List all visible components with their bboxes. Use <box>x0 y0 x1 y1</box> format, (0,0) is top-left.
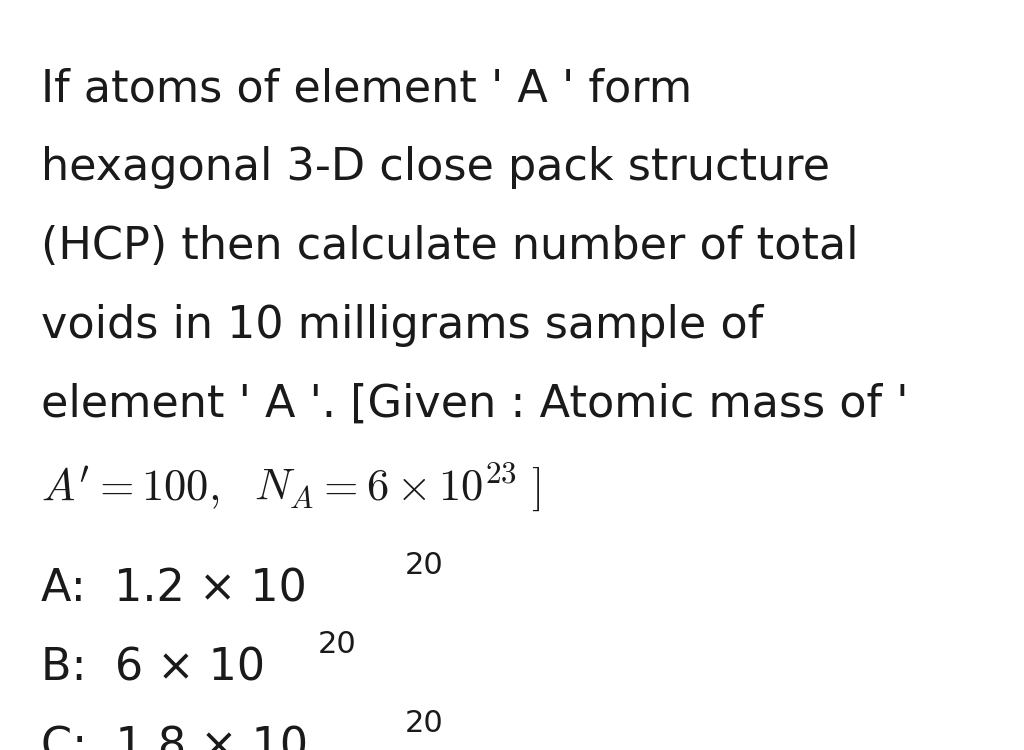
Text: C:  1.8 × 10: C: 1.8 × 10 <box>41 725 308 750</box>
Text: 20: 20 <box>404 551 443 580</box>
Text: If atoms of element ' A ' form: If atoms of element ' A ' form <box>41 68 692 110</box>
Text: element ' A '. [Given : Atomic mass of ': element ' A '. [Given : Atomic mass of ' <box>41 382 908 425</box>
Text: (HCP) then calculate number of total: (HCP) then calculate number of total <box>41 225 858 268</box>
Text: $A' = 100,\ \ N_A = 6 \times 10^{23}\ ]$: $A' = 100,\ \ N_A = 6 \times 10^{23}\ ]$ <box>41 461 541 514</box>
Text: B:  6 × 10: B: 6 × 10 <box>41 646 265 689</box>
Text: 20: 20 <box>404 709 443 737</box>
Text: hexagonal 3-D close pack structure: hexagonal 3-D close pack structure <box>41 146 830 189</box>
Text: voids in 10 milligrams sample of: voids in 10 milligrams sample of <box>41 304 763 346</box>
Text: A:  1.2 × 10: A: 1.2 × 10 <box>41 568 307 610</box>
Text: 20: 20 <box>317 630 356 658</box>
